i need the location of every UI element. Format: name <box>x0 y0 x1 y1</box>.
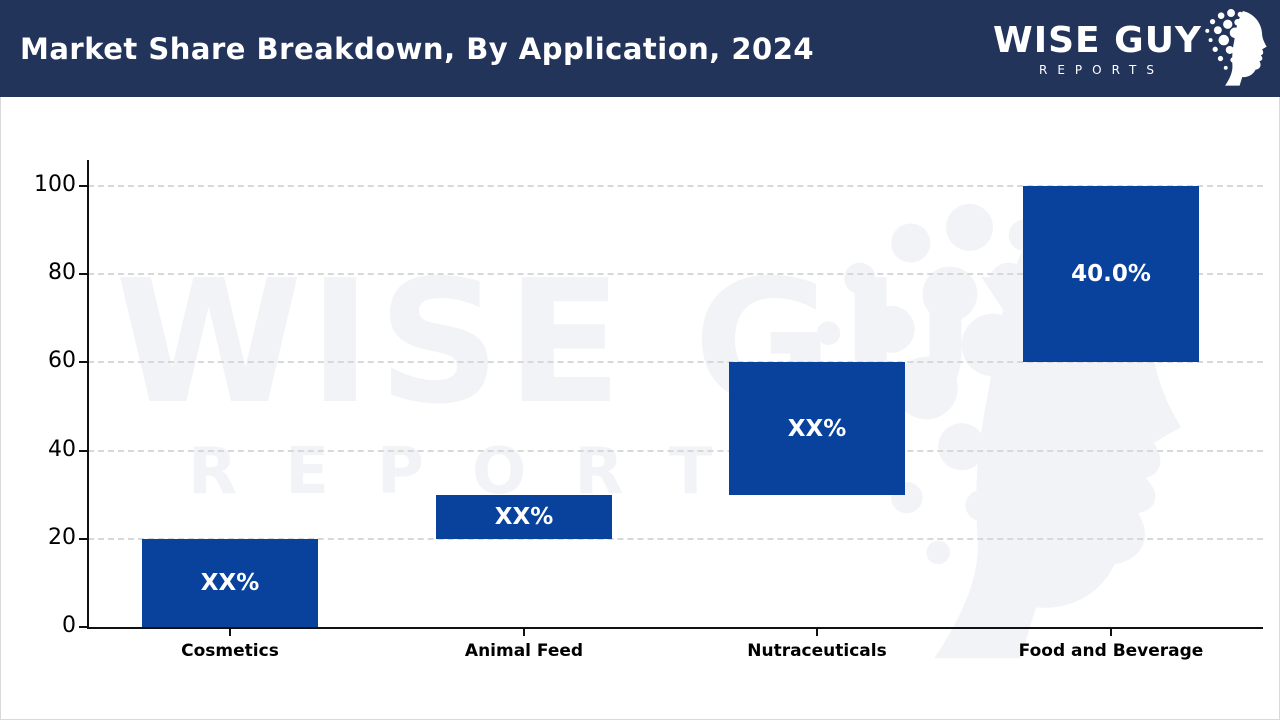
bar-nutraceuticals: XX% <box>729 362 905 495</box>
x-tickmark <box>1110 629 1112 636</box>
bar-cosmetics: XX% <box>142 538 318 627</box>
y-tick-label: 100 <box>34 172 76 197</box>
gridline-40 <box>88 449 1263 452</box>
y-tick-label: 40 <box>48 436 76 462</box>
bar-food-and-beverage: 40.0% <box>1023 186 1199 363</box>
bar-value-label: XX% <box>787 415 847 442</box>
x-tickmark <box>523 629 525 636</box>
x-tick-label: Food and Beverage <box>1018 641 1204 661</box>
y-tick-label: 20 <box>48 524 76 550</box>
y-tickmark <box>79 185 87 187</box>
y-tick-label: 80 <box>48 260 76 286</box>
gridline-100 <box>88 185 1263 187</box>
gridline-80 <box>88 273 1263 276</box>
bar-value-label: XX% <box>200 569 260 596</box>
y-tickmark <box>79 273 87 276</box>
bar-animal-feed: XX% <box>436 494 612 539</box>
y-tick-label: 0 <box>62 613 76 638</box>
x-tick-label: Nutraceuticals <box>747 641 887 661</box>
y-tickmark <box>79 449 87 452</box>
y-tickmark <box>79 537 87 540</box>
gridline-20 <box>88 537 1263 540</box>
x-tickmark <box>229 629 231 636</box>
x-tick-label: Animal Feed <box>464 641 584 661</box>
bar-value-label: 40.0% <box>1071 261 1151 288</box>
y-axis-line <box>87 160 89 629</box>
y-tickmark <box>79 361 87 364</box>
y-tickmark <box>79 626 87 628</box>
x-tick-label: Cosmetics <box>181 641 279 661</box>
wise-guy-logo: WISE GUY REPORTS <box>993 6 1268 90</box>
bar-value-label: XX% <box>494 503 554 530</box>
logo-face-icon <box>1205 9 1267 86</box>
x-axis-line <box>87 627 1263 629</box>
gridline-60 <box>88 361 1263 364</box>
logo-name-text: WISE GUY <box>992 20 1202 62</box>
header-band: Market Share Breakdown, By Application, … <box>0 0 1280 97</box>
chart-title: Market Share Breakdown, By Application, … <box>20 31 815 66</box>
logo-sub-text: REPORTS <box>1038 62 1164 77</box>
x-tickmark <box>816 629 818 636</box>
y-tick-label: 60 <box>48 348 76 374</box>
